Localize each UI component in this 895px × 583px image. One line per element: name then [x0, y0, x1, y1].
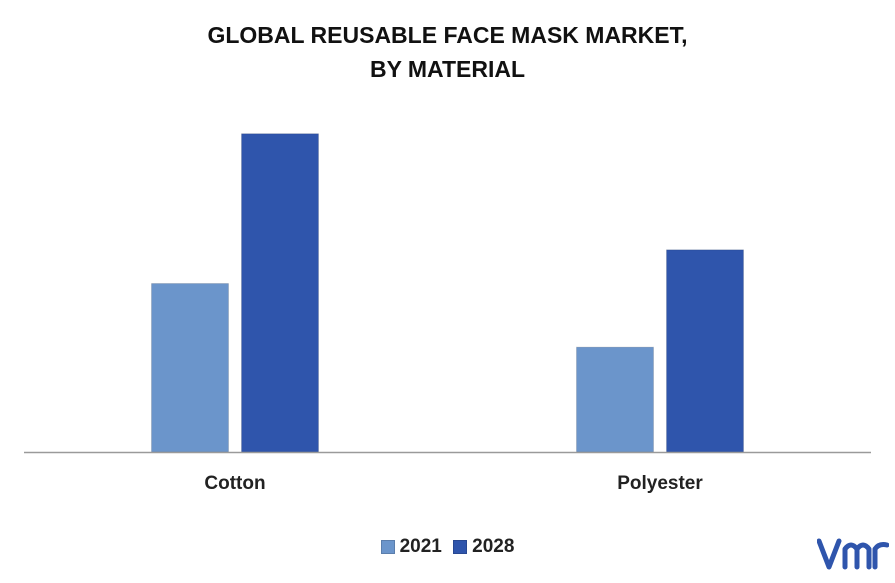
- vmr-logo: [817, 538, 889, 570]
- legend-item-2021: 2021: [380, 536, 442, 558]
- bar-cotton-2021: [151, 283, 229, 453]
- legend-label-2028: 2028: [472, 536, 515, 557]
- legend-swatch-2021: [380, 540, 395, 554]
- legend-label-2021: 2021: [399, 536, 442, 557]
- bar-polyester-2021: [576, 346, 654, 453]
- x-tick-label-cotton: Cotton: [204, 473, 265, 494]
- chart-title-line-2: BY MATERIAL: [369, 56, 526, 82]
- bar-polyester-2028: [666, 249, 744, 453]
- legend-swatch-2028: [453, 540, 468, 554]
- legend-item-2028: 2028: [453, 536, 514, 558]
- x-tick-label-polyester: Polyester: [617, 473, 703, 494]
- chart-legend: 2021 2028: [0, 536, 895, 560]
- chart-title-line-1: GLOBAL REUSABLE FACE MASK MARKET,: [207, 22, 688, 48]
- chart-title: GLOBAL REUSABLE FACE MASK MARKET, BY MAT…: [0, 18, 895, 86]
- bar-cotton-2028: [241, 133, 319, 453]
